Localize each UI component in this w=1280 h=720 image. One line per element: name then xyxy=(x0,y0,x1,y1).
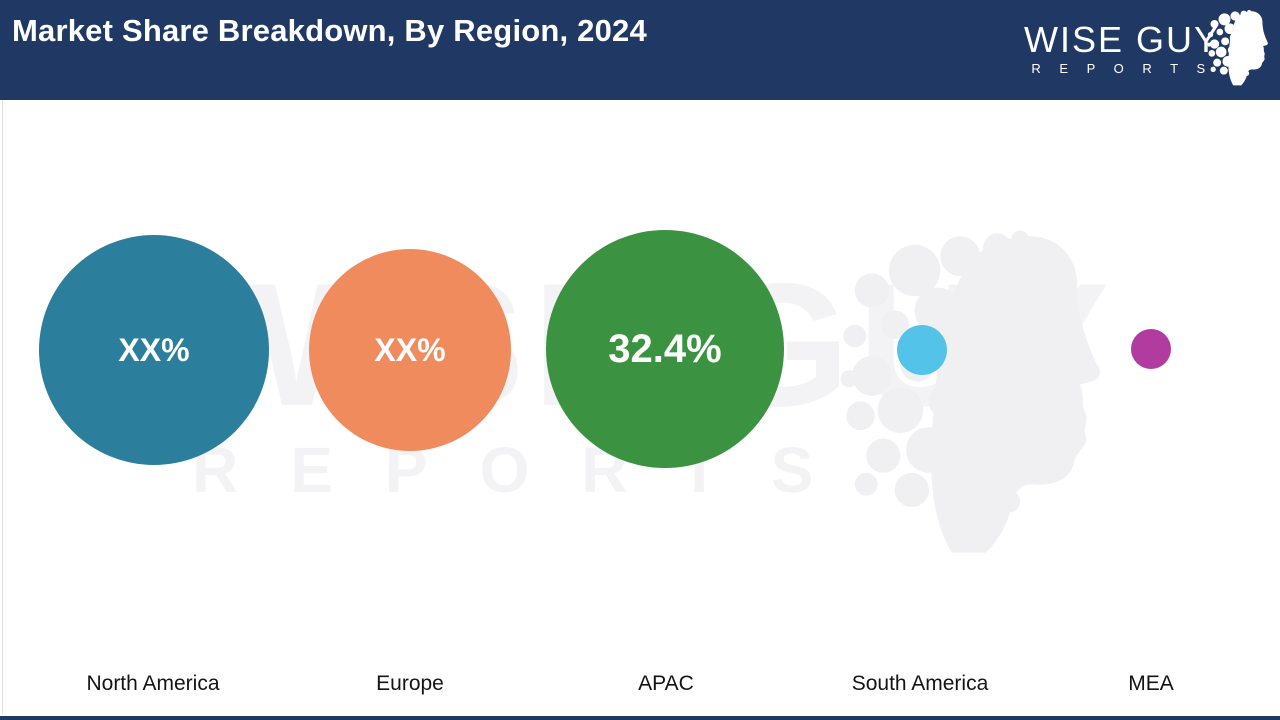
bubble-south-america xyxy=(897,325,947,375)
logo-line2: R E P O R T S xyxy=(1031,61,1213,76)
bubble-europe-value: XX% xyxy=(374,331,446,368)
bubble-apac-value: 32.4% xyxy=(608,326,722,371)
bubble-apac: 32.4% xyxy=(546,230,784,468)
category-label-mea: MEA xyxy=(1128,672,1174,695)
watermark-reports: REPORTS xyxy=(192,434,866,506)
logo-wordmark: WISE GUY R E P O R T S xyxy=(1023,19,1220,77)
bubble-mea xyxy=(1131,329,1171,369)
watermark-face-logo-icon xyxy=(840,230,1101,553)
logo-face-icon xyxy=(1207,10,1268,86)
category-label-europe: Europe xyxy=(376,672,444,695)
page-title: Market Share Breakdown, By Region, 2024 xyxy=(12,13,647,48)
bottom-accent-bar xyxy=(0,716,1280,720)
bubble-north-america-value: XX% xyxy=(118,331,190,368)
wise-guy-reports-logo: WISE GUY R E P O R T S xyxy=(1023,6,1272,94)
bubble-north-america: XX% xyxy=(39,235,269,465)
plot-area-left-border xyxy=(2,100,3,714)
logo-line1: WISE GUY xyxy=(1023,19,1220,60)
category-label-apac: APAC xyxy=(638,672,694,695)
category-label-north-america: North America xyxy=(86,672,220,695)
bubble-europe: XX% xyxy=(309,249,511,451)
category-label-south-america: South America xyxy=(851,672,989,695)
header-bar: Market Share Breakdown, By Region, 2024 … xyxy=(0,0,1280,100)
